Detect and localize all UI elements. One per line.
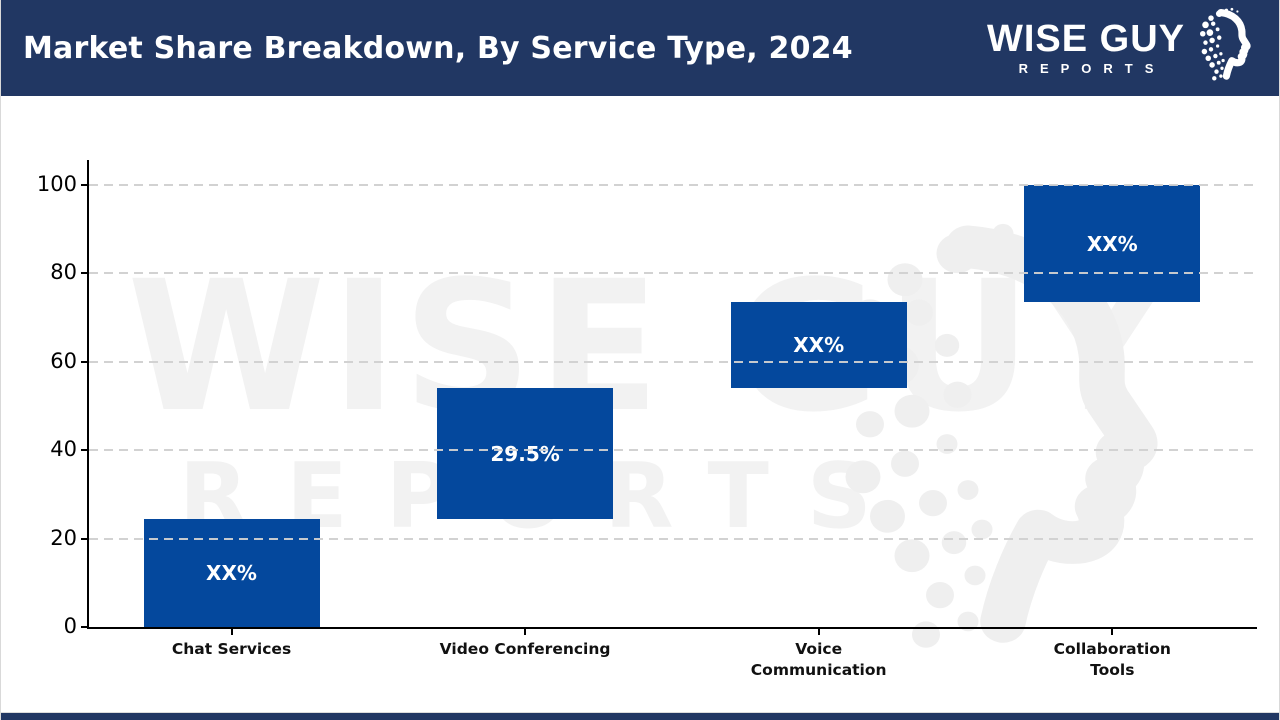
x-tick-label-1: Video Conferencing: [439, 640, 611, 658]
waterfall-bar-video-conferencing: 29.5%: [437, 388, 614, 519]
wiseguy-head-icon: [1189, 7, 1255, 89]
bar-value-label: XX%: [793, 333, 845, 358]
y-tick-100: [81, 184, 89, 186]
logo-wordmark: WISE GUY: [986, 18, 1185, 60]
y-tick-60: [81, 360, 89, 363]
y-tick-20: [81, 537, 89, 540]
y-tick-label-60: 60: [50, 348, 77, 373]
gridline-20: [89, 537, 1257, 540]
x-tick-2: [817, 627, 820, 635]
bar-value-label: XX%: [206, 560, 257, 585]
x-tick-label-0: Chat Services: [171, 640, 292, 658]
x-tick-label-3: Collaboration Tools: [1053, 640, 1171, 679]
header: Market Share Breakdown, By Service Type,…: [1, 0, 1279, 96]
logo-text: WISE GUY REPORTS: [987, 19, 1185, 77]
y-tick-label-40: 40: [50, 437, 77, 462]
waterfall-bar-voice-communication: XX%: [730, 302, 907, 389]
x-tick-1: [524, 627, 527, 635]
footer-bar: [1, 712, 1279, 720]
y-axis-line: [87, 160, 89, 629]
bar-value-label: 29.5%: [490, 441, 560, 466]
chart-title: Market Share Breakdown, By Service Type,…: [23, 30, 853, 66]
y-tick-label-20: 20: [50, 525, 77, 550]
waterfall-bar-collaboration-tools: XX%: [1024, 185, 1201, 303]
chart-canvas: WISE GUY REPORTS XX%29.5%XX%XX%020406080…: [1, 96, 1279, 720]
x-tick-label-2: Voice Communication: [750, 640, 887, 679]
y-tick-80: [81, 272, 89, 275]
waterfall-bar-chat-services: XX%: [143, 518, 320, 627]
x-tick-0: [230, 627, 233, 635]
gridline-60: [89, 360, 1257, 363]
y-tick-40: [81, 449, 89, 452]
y-tick-0: [81, 626, 89, 628]
gridline-100: [89, 184, 1257, 186]
gridline-80: [89, 272, 1257, 275]
wiseguy-logo: WISE GUY REPORTS: [987, 7, 1255, 89]
logo-subtitle: REPORTS: [1018, 61, 1166, 76]
x-axis-line: [87, 627, 1257, 629]
y-tick-label-100: 100: [36, 172, 77, 196]
y-tick-label-0: 0: [63, 614, 77, 638]
plot-area: XX% 29.5% XX% XX% 0 20 40 60 80 100 Chat Services V…: [1, 96, 1279, 720]
gridline-40: [89, 449, 1257, 452]
y-tick-label-80: 80: [50, 260, 77, 285]
bar-value-label: XX%: [1086, 231, 1138, 256]
